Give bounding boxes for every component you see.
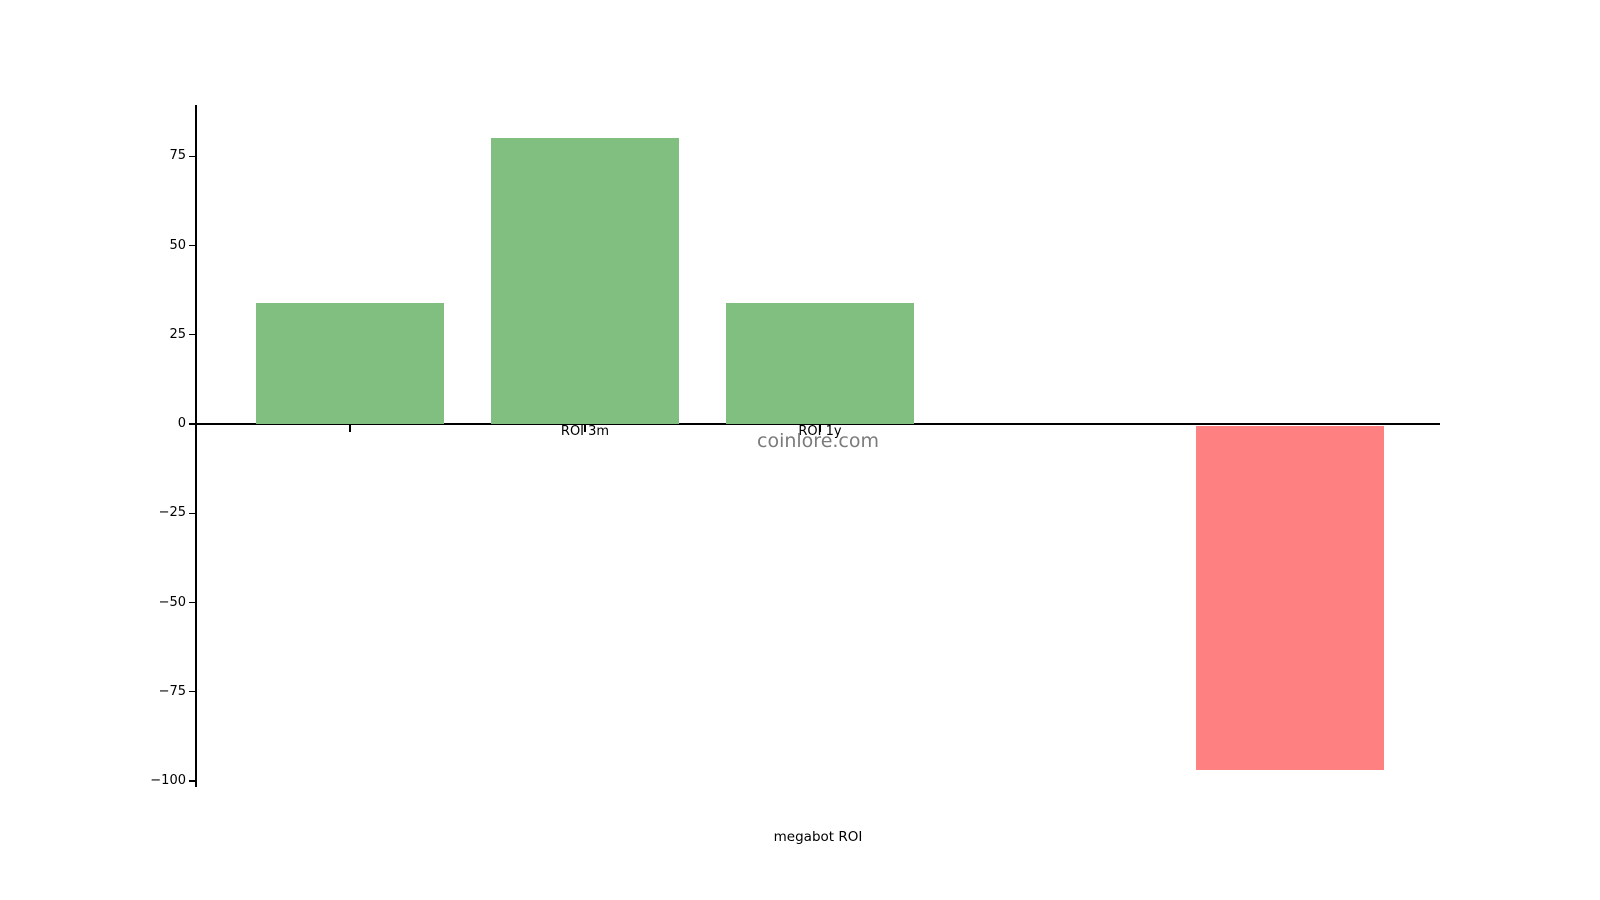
y-tick-mark bbox=[189, 155, 196, 157]
y-tick-mark bbox=[189, 780, 196, 782]
watermark: coinlore.com bbox=[757, 430, 879, 452]
x-tick-mark bbox=[584, 424, 586, 432]
x-tick-mark bbox=[349, 424, 351, 432]
y-tick-mark bbox=[189, 244, 196, 247]
y-tick-label: −100 bbox=[150, 773, 186, 788]
y-tick-label: 25 bbox=[169, 326, 186, 342]
y-axis-spine bbox=[195, 105, 197, 787]
bar bbox=[726, 302, 914, 424]
y-tick-mark bbox=[189, 334, 196, 336]
y-tick-mark bbox=[189, 423, 196, 425]
bar bbox=[1196, 425, 1384, 770]
bar bbox=[491, 138, 679, 424]
x-axis-title: megabot ROI bbox=[773, 829, 863, 845]
y-tick-label: 50 bbox=[169, 237, 186, 253]
bar bbox=[256, 302, 444, 424]
y-tick-mark bbox=[189, 691, 196, 693]
y-tick-label: −75 bbox=[158, 683, 186, 699]
y-tick-label: −25 bbox=[158, 505, 186, 521]
y-tick-mark bbox=[189, 512, 196, 514]
y-tick-label: 0 bbox=[177, 416, 186, 431]
y-tick-label: 75 bbox=[169, 148, 186, 164]
x-tick-label: ROI 1y bbox=[798, 424, 842, 439]
x-tick-label: ROI 3m bbox=[560, 424, 610, 439]
x-tick-mark bbox=[819, 424, 821, 432]
y-tick-label: −50 bbox=[158, 594, 186, 610]
y-tick-mark bbox=[189, 601, 196, 604]
